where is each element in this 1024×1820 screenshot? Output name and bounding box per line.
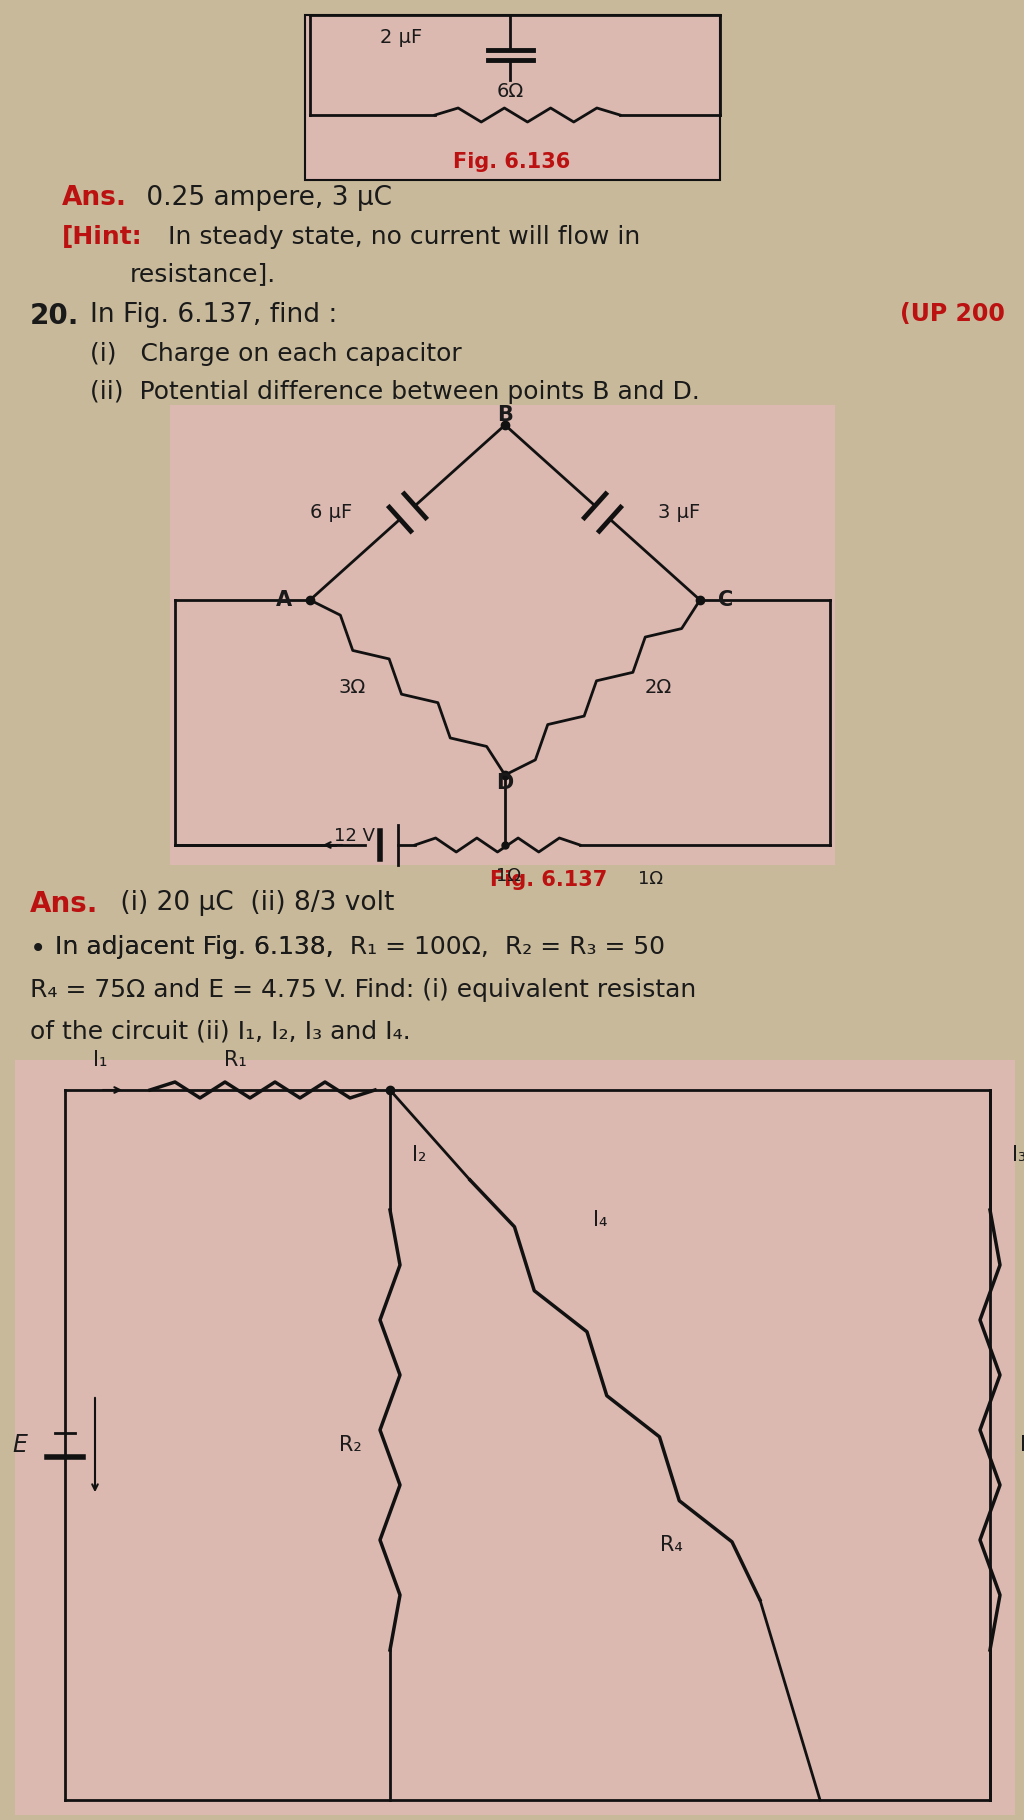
Text: D: D <box>497 774 514 794</box>
Text: (ii)  Potential difference between points B and D.: (ii) Potential difference between points… <box>90 380 699 404</box>
Text: I₁: I₁ <box>93 1050 108 1070</box>
Text: R₃: R₃ <box>1020 1434 1024 1454</box>
Text: (i) 20 μC  (ii) 8/3 volt: (i) 20 μC (ii) 8/3 volt <box>112 890 394 915</box>
Text: In steady state, no current will flow in: In steady state, no current will flow in <box>160 226 640 249</box>
Text: 3 μF: 3 μF <box>657 502 699 522</box>
Text: resistance].: resistance]. <box>130 262 276 286</box>
Text: Ans.: Ans. <box>62 186 127 211</box>
Text: 2Ω: 2Ω <box>644 679 672 697</box>
Text: In adjacent Fig. 6.138,: In adjacent Fig. 6.138, <box>55 935 350 959</box>
Text: Ans.: Ans. <box>30 890 98 917</box>
Text: C: C <box>718 590 733 610</box>
Text: R₄ = 75Ω and E = 4.75 V. Find: (i) equivalent resistan: R₄ = 75Ω and E = 4.75 V. Find: (i) equiv… <box>30 977 696 1003</box>
Text: (UP 200: (UP 200 <box>900 302 1005 326</box>
Text: I₃: I₃ <box>1012 1145 1024 1165</box>
Text: In Fig. 6.137, find :: In Fig. 6.137, find : <box>90 302 337 328</box>
Text: B: B <box>497 406 513 426</box>
Text: 0.25 ampere, 3 μC: 0.25 ampere, 3 μC <box>138 186 392 211</box>
Text: Fig. 6.136: Fig. 6.136 <box>454 153 570 173</box>
Text: In adjacent Fig. 6.138,  R₁ = 100Ω,  R₂ = R₃ = 50: In adjacent Fig. 6.138, R₁ = 100Ω, R₂ = … <box>55 935 665 959</box>
Text: 3Ω: 3Ω <box>338 679 366 697</box>
Text: 12 V: 12 V <box>335 826 376 844</box>
Text: R₄: R₄ <box>660 1534 683 1554</box>
Text: of the circuit (ii) I₁, I₂, I₃ and I₄.: of the circuit (ii) I₁, I₂, I₃ and I₄. <box>30 1019 411 1045</box>
Text: 20.: 20. <box>30 302 80 329</box>
Text: E: E <box>12 1432 27 1458</box>
Text: 6Ω: 6Ω <box>497 82 523 100</box>
Bar <box>170 406 835 864</box>
Text: 1Ω: 1Ω <box>496 866 520 885</box>
Text: 1Ω: 1Ω <box>638 870 663 888</box>
Bar <box>305 15 720 180</box>
Text: I₄: I₄ <box>593 1210 607 1230</box>
Text: •: • <box>30 935 46 963</box>
Text: R₂: R₂ <box>339 1434 361 1454</box>
Text: Fig. 6.137: Fig. 6.137 <box>490 870 607 890</box>
Text: A: A <box>275 590 292 610</box>
Text: R₁: R₁ <box>223 1050 247 1070</box>
Text: 2 μF: 2 μF <box>380 27 422 47</box>
Text: 6 μF: 6 μF <box>310 502 352 522</box>
Text: I₂: I₂ <box>412 1145 427 1165</box>
Text: [Hint:: [Hint: <box>62 226 142 249</box>
Bar <box>15 1059 1015 1815</box>
Text: (i)   Charge on each capacitor: (i) Charge on each capacitor <box>90 342 462 366</box>
